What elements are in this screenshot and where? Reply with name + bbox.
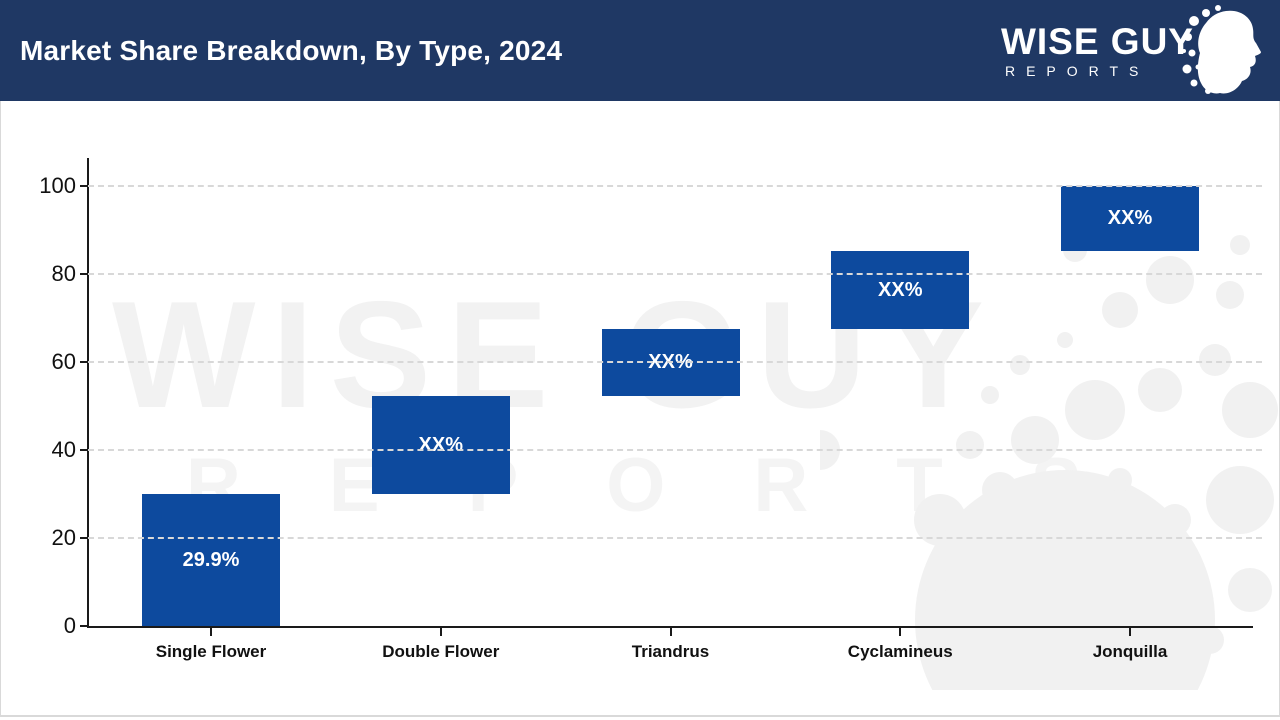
y-tick-label-80: 80 [51, 261, 76, 286]
y-tick-label-60: 60 [51, 349, 76, 374]
x-category-label-triandrus: Triandrus [631, 642, 710, 661]
x-tick-mark-2 [439, 628, 442, 636]
logo-reports-text: REPORTS [1004, 63, 1150, 79]
logo-head-icon [1182, 4, 1261, 94]
logo-wiseguy-text: WISE GUY [1000, 21, 1194, 62]
y-tick-mark-20 [80, 537, 87, 539]
y-tick-mark-100 [80, 185, 87, 187]
bar-value-label: XX% [878, 278, 923, 301]
y-tick-mark-80 [80, 273, 87, 275]
bottom-divider [0, 715, 1280, 717]
x-tick-mark-1 [210, 628, 212, 636]
page-title: Market Share Breakdown, By Type, 2024 [20, 34, 563, 66]
x-category-label-cyclamineus: Cyclamineus [847, 642, 953, 661]
x-category-label-double-flower: Double Flower [382, 642, 500, 661]
bar-value-label: XX% [418, 433, 463, 456]
gridline-100 [88, 185, 1262, 187]
gridline-20 [88, 537, 1262, 539]
x-category-label-single-flower: Single Flower [155, 642, 267, 661]
bar-single-flower: 29.9% [142, 494, 280, 626]
y-axis-line [87, 158, 89, 628]
bar-value-label: 29.9% [182, 548, 240, 571]
y-tick-mark-60 [80, 361, 87, 363]
gridline-40 [88, 449, 1262, 451]
brand-logo: WISE GUY REPORTS [1000, 4, 1280, 97]
bar-value-label: XX% [1107, 207, 1153, 230]
watermark-dotted-head [820, 210, 1278, 690]
y-tick-label-40: 40 [51, 437, 76, 462]
y-tick-mark-0 [80, 625, 87, 627]
gridline-60 [88, 361, 1262, 363]
header-bar: Market Share Breakdown, By Type, 2024 WI… [0, 0, 1280, 101]
x-category-label-jonquilla: Jonquilla [1092, 642, 1168, 661]
y-tick-label-0: 0 [63, 613, 76, 638]
bar-jonquilla: XX% [1061, 186, 1199, 252]
x-axis-line [87, 626, 1253, 628]
y-tick-label-100: 100 [39, 173, 76, 198]
x-tick-mark-4 [899, 628, 902, 636]
x-tick-mark-5 [1129, 628, 1131, 636]
bar-double-flower: XX% [371, 395, 510, 495]
bar-cyclamineus: XX% [831, 251, 970, 329]
y-tick-mark-40 [80, 449, 87, 451]
gridline-80 [88, 273, 1262, 275]
x-tick-mark-3 [669, 628, 672, 636]
y-tick-label-20: 20 [51, 525, 76, 550]
